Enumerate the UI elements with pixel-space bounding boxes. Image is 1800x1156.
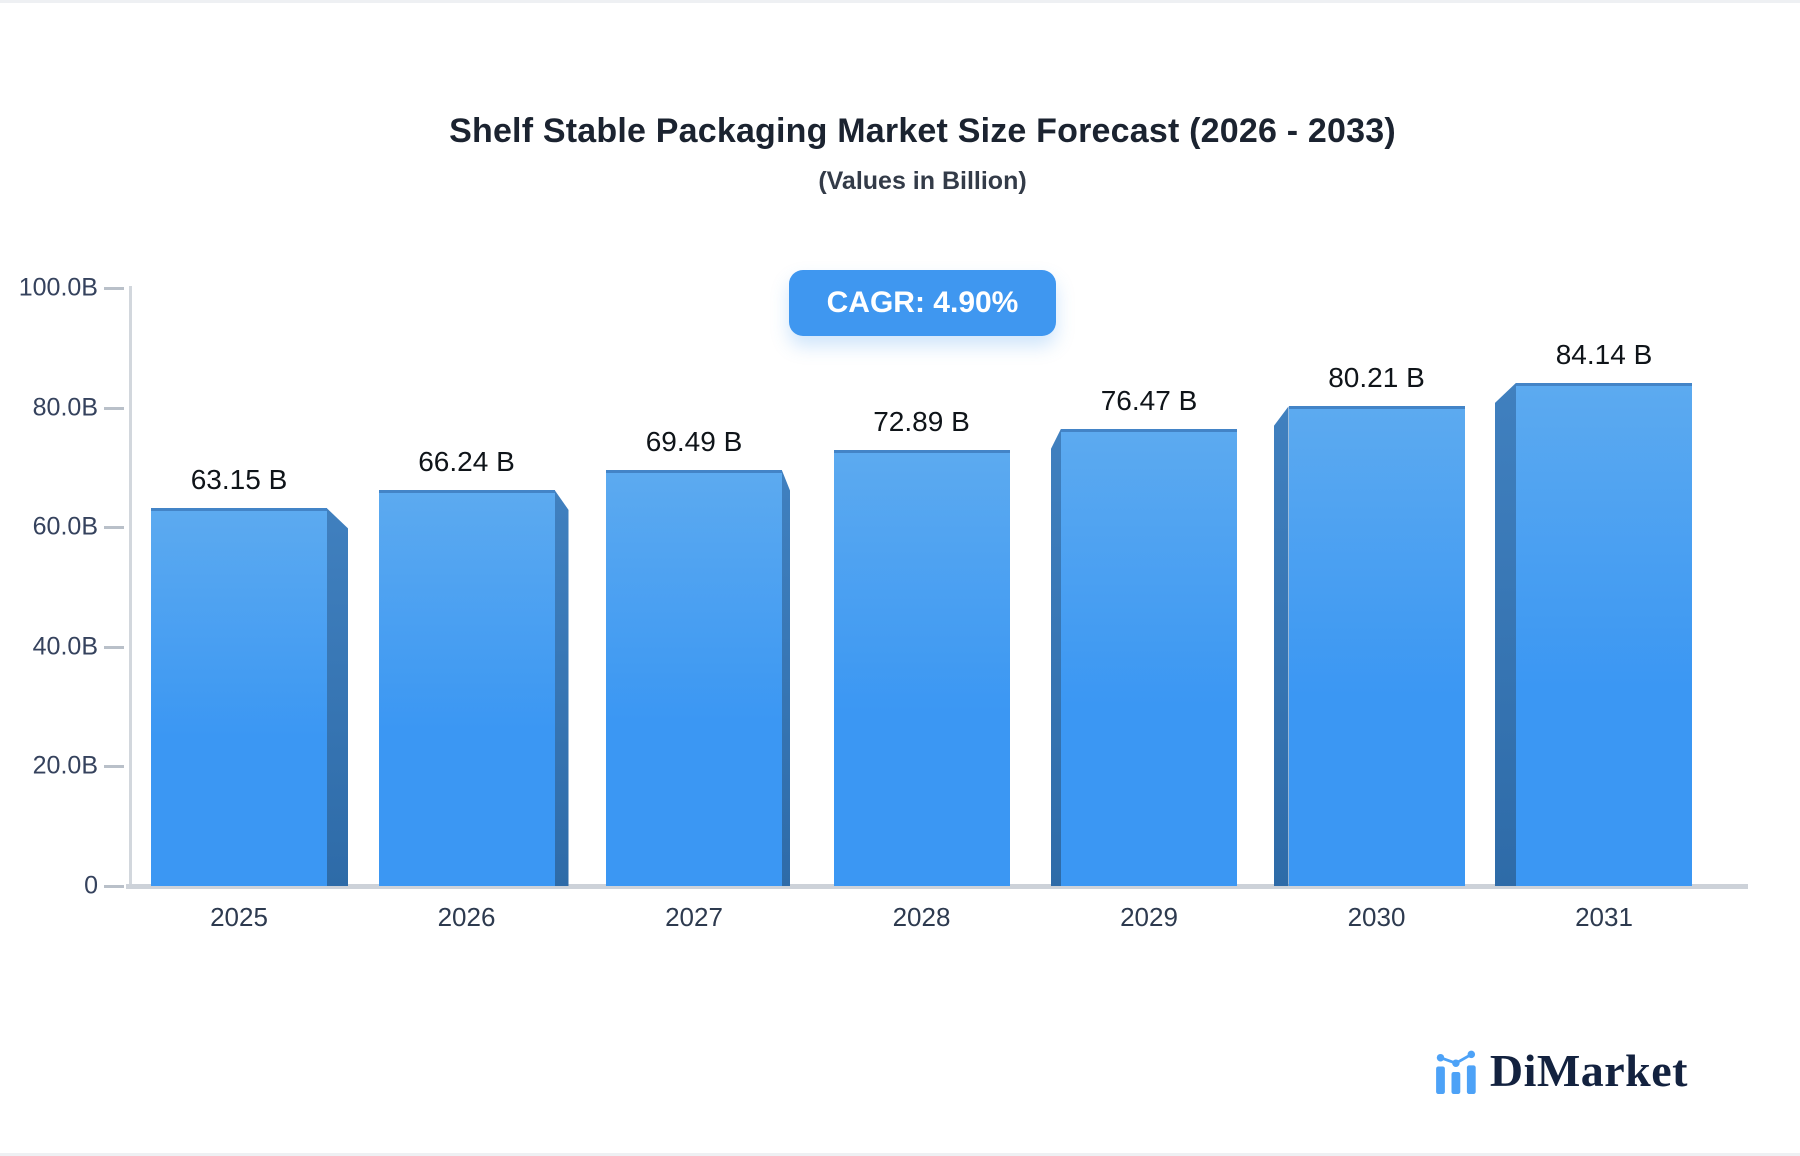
bar-value-label: 69.49 B <box>645 426 743 458</box>
x-axis-baseline <box>126 884 1748 889</box>
bar-side-face <box>782 470 790 886</box>
bar-side-face <box>1273 406 1289 886</box>
y-tick-dash <box>104 645 124 649</box>
bottom-edge-divider <box>0 1153 1800 1156</box>
y-tick-label: 80.0B <box>32 393 98 422</box>
bar-2030[interactable] <box>1288 406 1465 886</box>
bar-2027[interactable] <box>606 470 782 886</box>
y-tick-dash <box>104 406 124 410</box>
bar-2029[interactable] <box>1061 428 1237 886</box>
x-category-label: 2026 <box>437 902 496 932</box>
y-tick-label: 20.0B <box>32 751 98 780</box>
x-category-label: 2031 <box>1575 902 1633 932</box>
bar-2025[interactable] <box>151 508 327 886</box>
chart-title: Shelf Stable Packaging Market Size Forec… <box>449 112 1396 150</box>
bar-value-label: 80.21 B <box>1328 362 1425 394</box>
dimarket-logo: DiMarket <box>1435 1045 1688 1096</box>
bar-2031[interactable] <box>1516 382 1692 886</box>
chart-subtitle: (Values in Billion) <box>818 167 1027 195</box>
dimarket-logo-icon <box>1435 1050 1476 1094</box>
x-category-label: 2030 <box>1347 902 1406 932</box>
x-category-label: 2029 <box>1120 902 1178 932</box>
bar-side-face <box>1051 428 1061 886</box>
y-axis-line <box>129 286 132 888</box>
bar-value-label: 84.14 B <box>1555 338 1653 370</box>
y-tick-dash <box>104 287 124 290</box>
y-tick-label: 40.0B <box>32 632 98 661</box>
top-edge-divider <box>0 0 1800 3</box>
bar-value-label: 63.15 B <box>190 464 288 496</box>
x-category-label: 2025 <box>210 902 268 932</box>
bar-side-face <box>1495 382 1516 886</box>
bar-2028[interactable] <box>833 450 1010 886</box>
chart-header: Shelf Stable Packaging Market Size Forec… <box>45 112 1800 336</box>
x-category-label: 2027 <box>665 902 723 932</box>
y-tick-dash <box>104 526 124 530</box>
bar-value-label: 72.89 B <box>873 406 970 438</box>
bar-side-face <box>327 508 348 886</box>
y-tick-label: 60.0B <box>32 512 98 541</box>
bar-value-label: 66.24 B <box>418 445 515 477</box>
y-tick-label: 0 <box>84 871 98 900</box>
x-category-label: 2028 <box>892 902 951 932</box>
y-tick-dash <box>104 885 124 888</box>
y-tick-dash <box>104 765 124 769</box>
bar-2026[interactable] <box>378 489 555 886</box>
cagr-badge: CAGR: 4.90% <box>788 270 1057 336</box>
y-tick-label: 100.0B <box>18 273 98 302</box>
bar-side-face <box>554 489 569 886</box>
bar-value-label: 76.47 B <box>1100 384 1198 416</box>
dimarket-logo-text: DiMarket <box>1489 1045 1688 1096</box>
